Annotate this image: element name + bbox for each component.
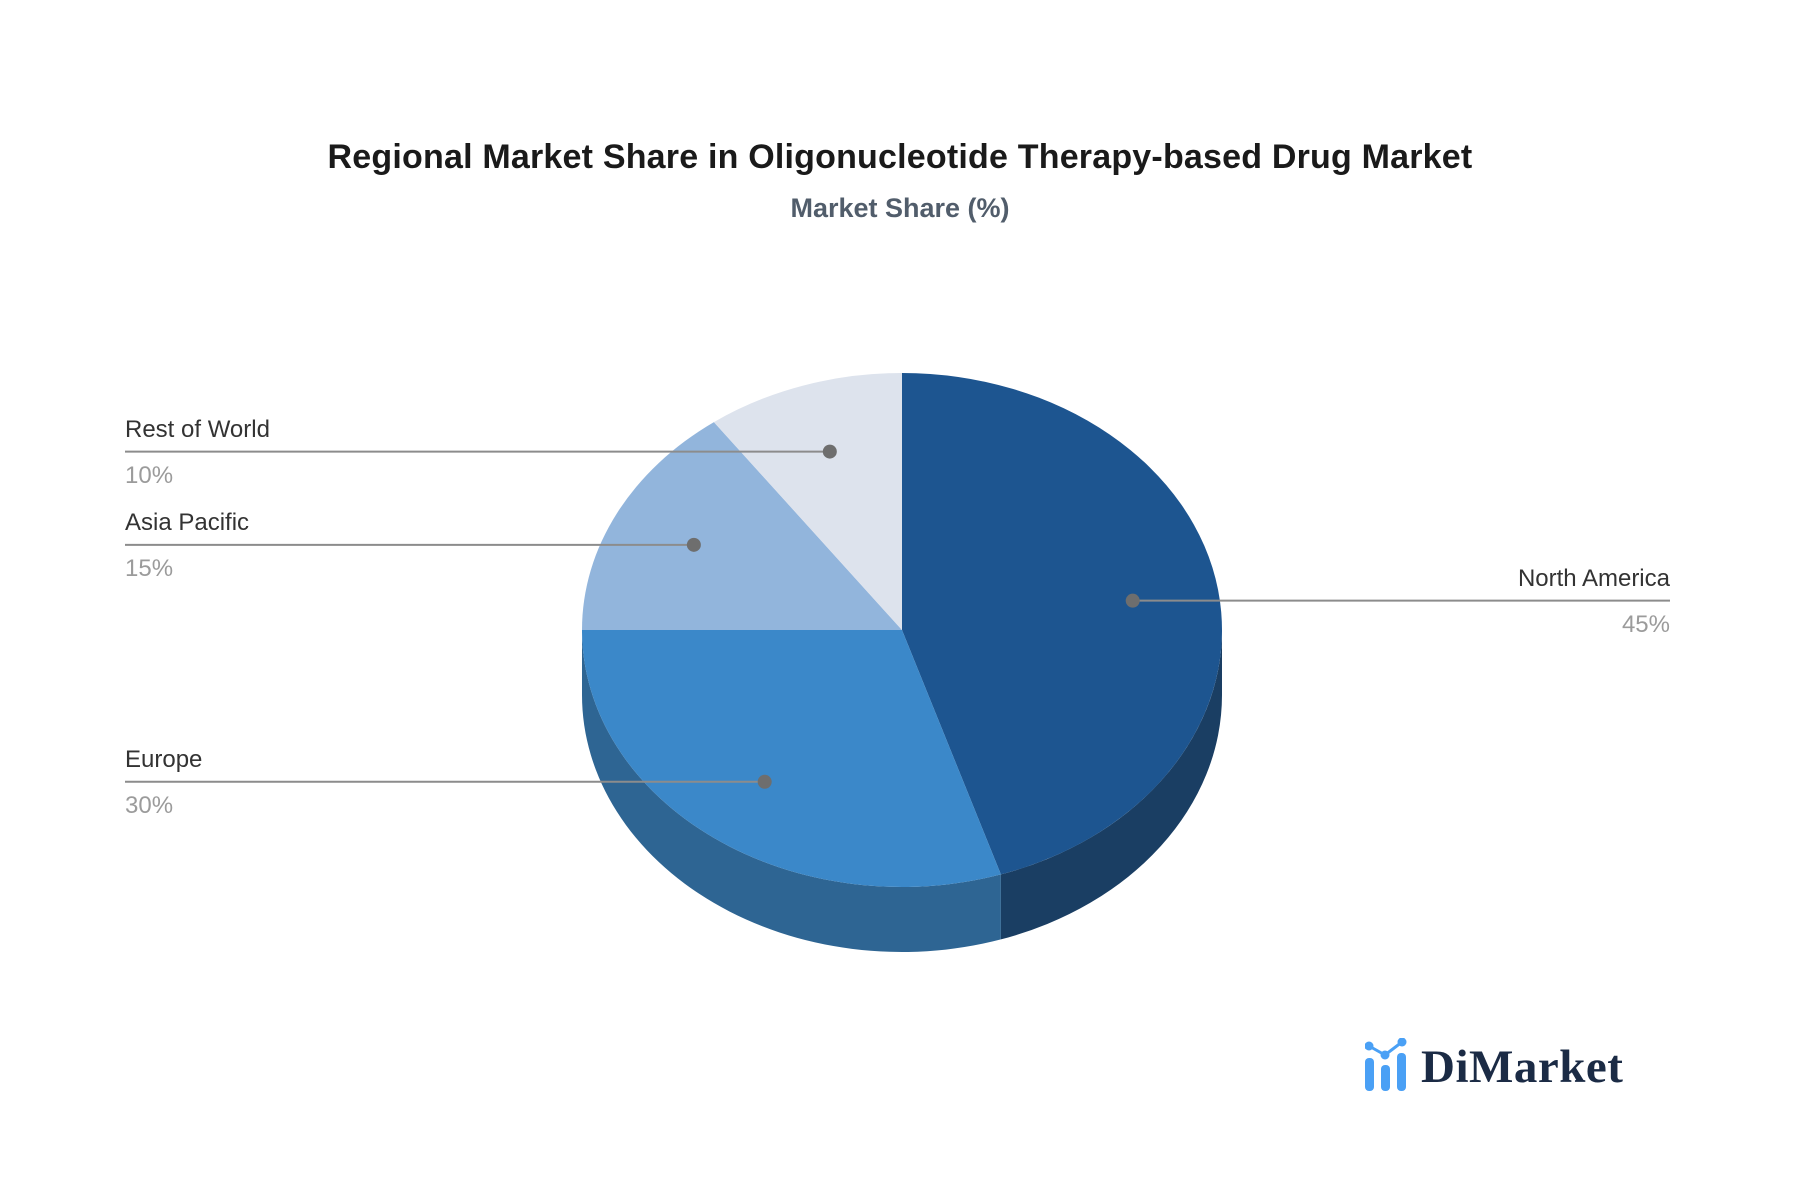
slice-label-name: Rest of World — [125, 415, 270, 443]
slice-label-value: 15% — [125, 554, 174, 582]
leader-dot-asia-pacific — [686, 537, 701, 552]
pie-slice-asia-pacific[interactable] — [582, 422, 902, 630]
slice-label-value: 10% — [125, 461, 174, 489]
chart-subtitle: Market Share (%) — [790, 193, 1010, 223]
brand-logo-text: DiMarket — [1421, 1041, 1624, 1093]
slice-label-name: Asia Pacific — [125, 508, 250, 536]
slice-label-name: Europe — [125, 745, 203, 773]
chart-title: Regional Market Share in Oligonucleotide… — [327, 138, 1473, 176]
pie-slice-side-europe — [582, 630, 1001, 952]
leader-dot-rest-of-world — [822, 444, 837, 459]
slice-label-name: North America — [1517, 564, 1670, 592]
pie-slice-north-america[interactable] — [902, 373, 1222, 875]
bar-chart-with-trend-dots-icon — [1365, 1038, 1407, 1091]
leader-dot-europe — [757, 774, 772, 789]
slice-label-value: 45% — [1621, 610, 1670, 638]
pie-slice-side-north-america — [1000, 630, 1222, 940]
slice-label-value: 30% — [125, 791, 174, 819]
leader-dot-north-america — [1125, 593, 1140, 608]
brand-logo: DiMarket — [1365, 1038, 1623, 1091]
pie-slice-rest-of-world[interactable] — [713, 373, 902, 630]
pie-slice-europe[interactable] — [582, 630, 1001, 887]
